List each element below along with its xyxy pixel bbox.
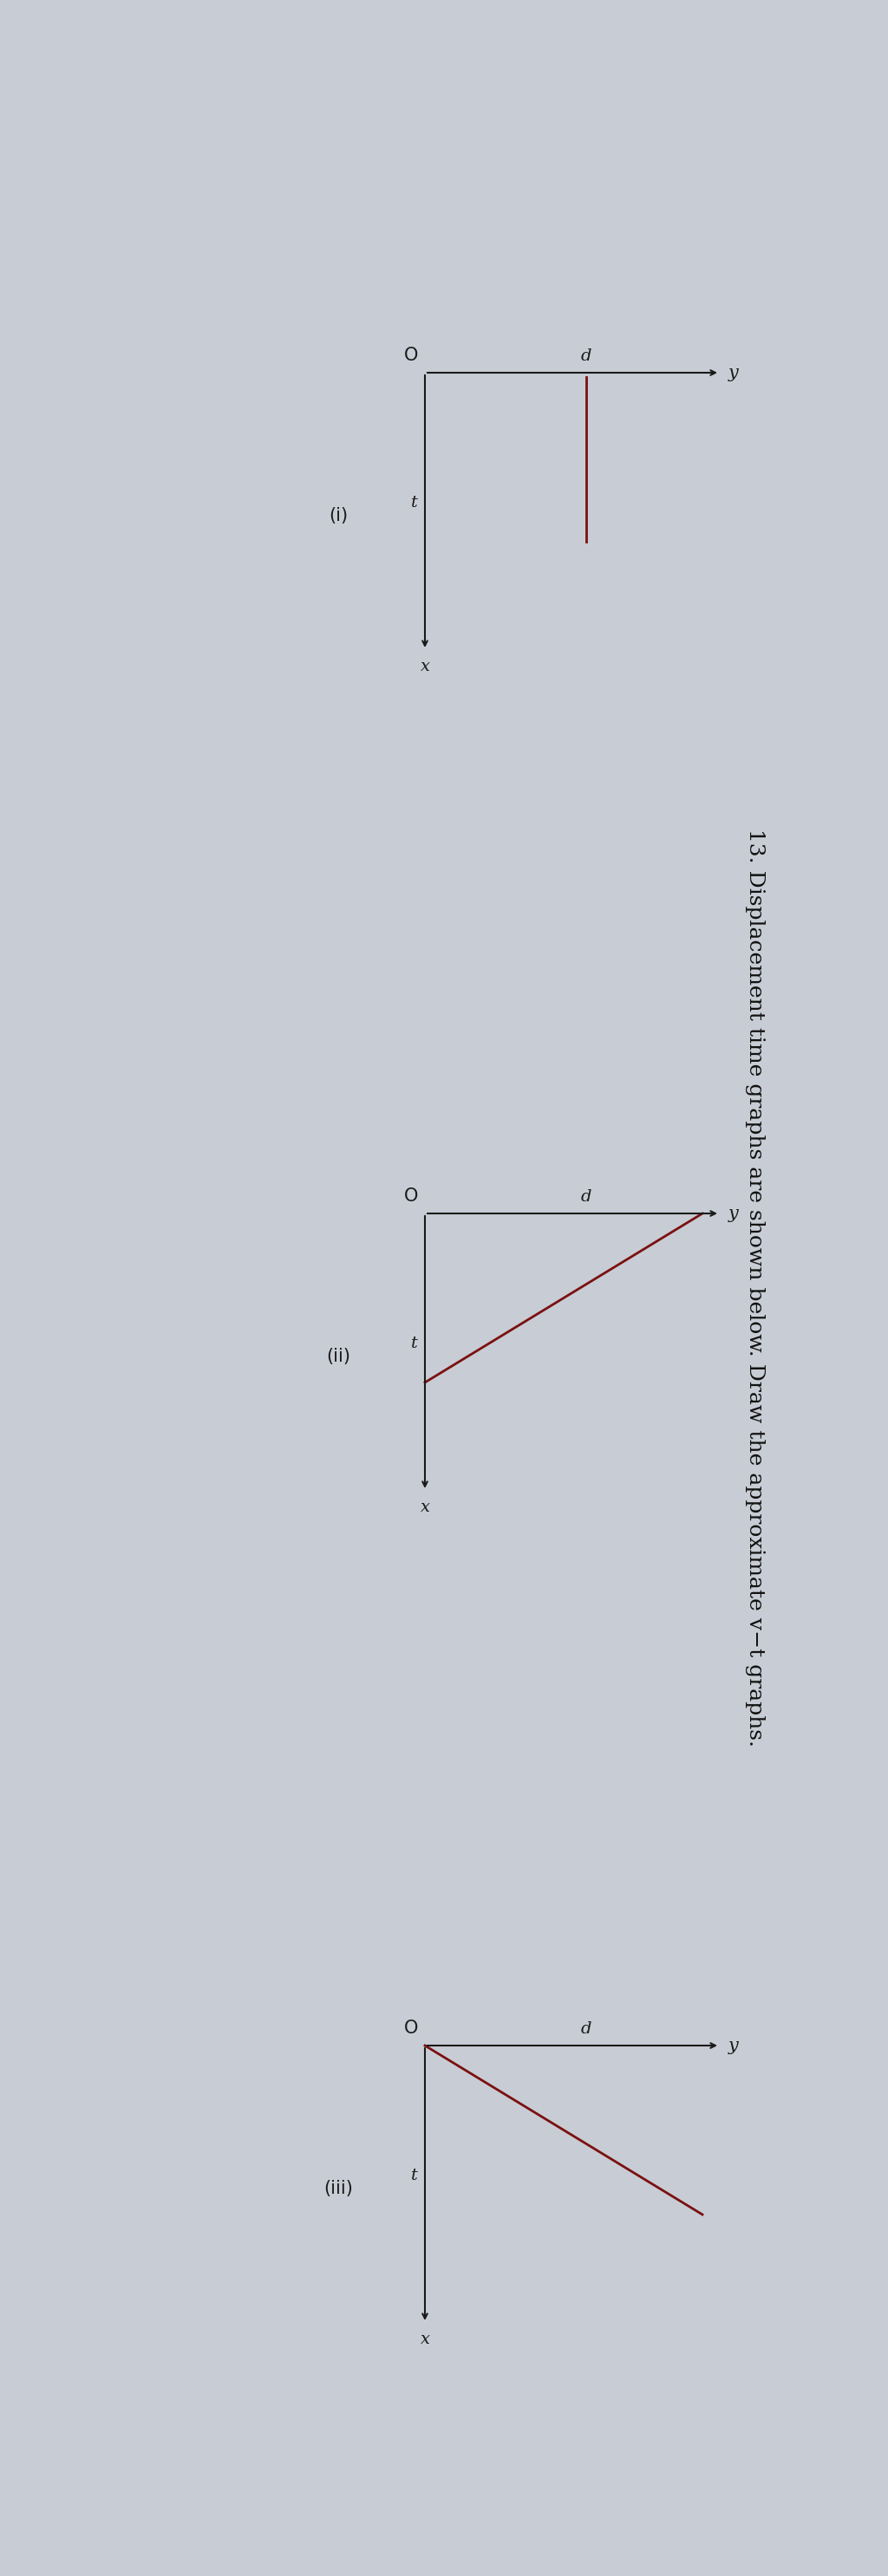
Text: 13. Displacement time graphs are shown below. Draw the approximate v−t graphs.: 13. Displacement time graphs are shown b… [744,829,765,1747]
Text: t: t [411,495,418,510]
Text: x: x [420,2331,430,2347]
Text: y: y [728,2038,739,2053]
Text: t: t [411,2169,418,2184]
Text: (ii): (ii) [326,1347,351,1365]
Text: x: x [420,1499,430,1515]
Text: y: y [728,363,739,381]
Text: y: y [728,1206,739,1221]
Text: d: d [581,2022,591,2038]
Text: d: d [581,1190,591,1206]
Text: O: O [404,1188,418,1206]
Text: O: O [404,348,418,363]
Text: (iii): (iii) [323,2179,353,2197]
Text: t: t [411,1337,418,1352]
Text: (i): (i) [329,507,348,526]
Text: O: O [404,2020,418,2038]
Text: x: x [420,659,430,675]
Text: d: d [581,348,591,363]
